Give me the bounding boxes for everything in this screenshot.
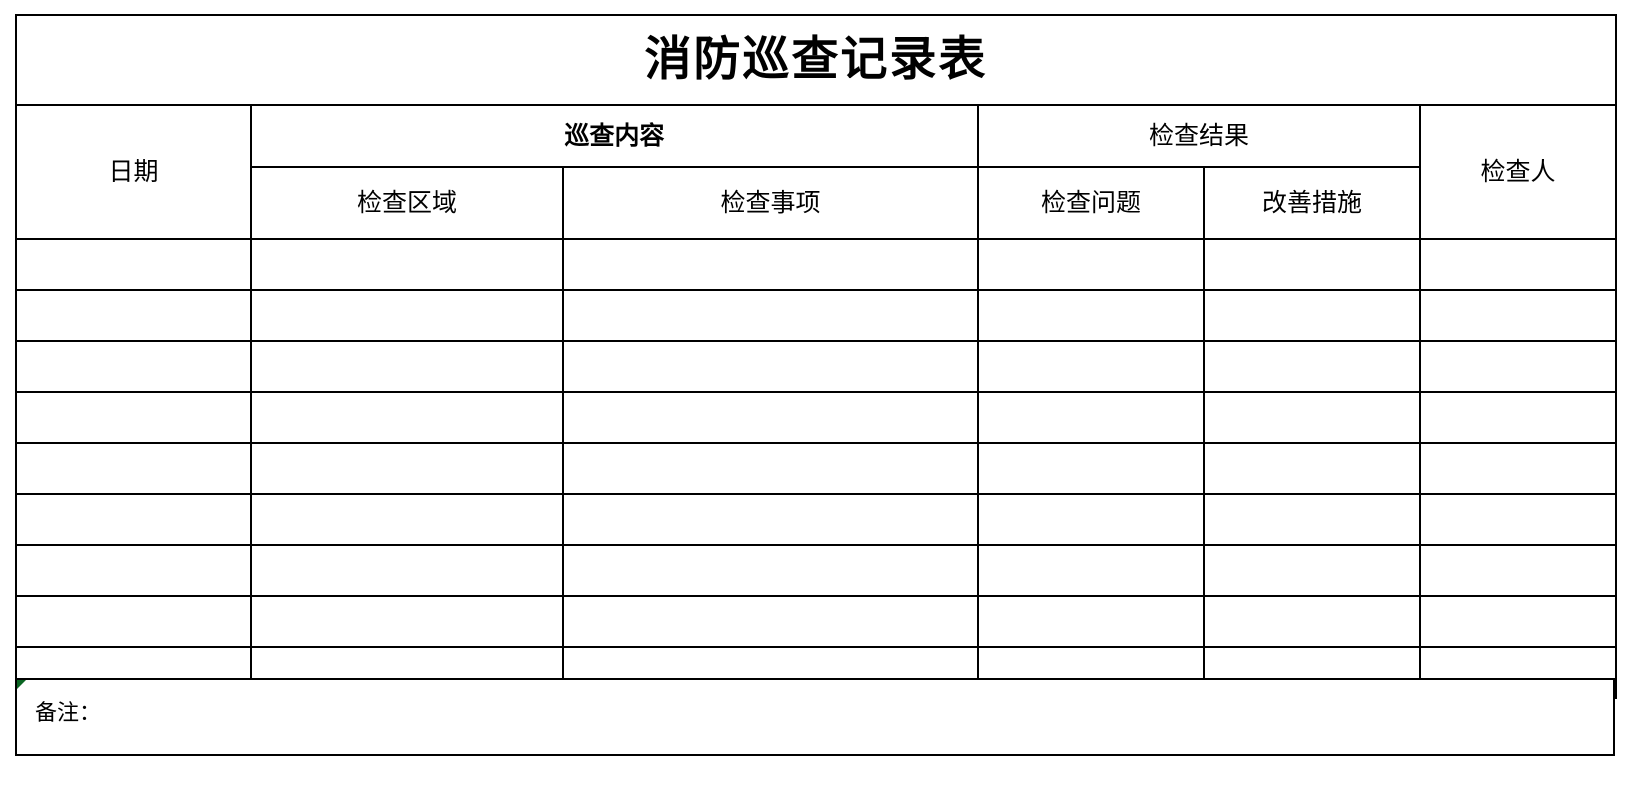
table-row <box>15 544 1617 597</box>
header-inspection-content: 巡查内容 <box>250 104 979 168</box>
cell-date[interactable] <box>15 238 252 291</box>
cell-date[interactable] <box>15 442 252 495</box>
cell-area[interactable] <box>250 289 564 342</box>
header-measure-label: 改善措施 <box>1261 189 1362 217</box>
cell-problem[interactable] <box>977 340 1205 393</box>
cell-problem[interactable] <box>977 238 1205 291</box>
cell-problem[interactable] <box>977 544 1205 597</box>
header-sub-row: 检查区域 检查事项 检查问题 改善措施 <box>16 166 1616 240</box>
remarks-cell[interactable]: 备注： <box>15 678 1615 756</box>
cell-date[interactable] <box>15 595 252 648</box>
cell-item[interactable] <box>562 544 979 597</box>
cell-person[interactable] <box>1419 340 1617 393</box>
cell-date[interactable] <box>15 544 252 597</box>
table-row <box>15 595 1617 648</box>
cell-area[interactable] <box>250 238 564 291</box>
header-group-row: 日期 巡查内容 检查结果 检查人 <box>15 104 1617 240</box>
header-item: 检查事项 <box>562 166 979 240</box>
table-row <box>15 442 1617 495</box>
cell-item[interactable] <box>562 442 979 495</box>
header-inspection-result-label: 检查结果 <box>1148 122 1249 150</box>
cell-area[interactable] <box>250 544 564 597</box>
header-measure: 改善措施 <box>1203 166 1421 240</box>
fire-inspection-record-table: 消防巡查记录表 日期 巡查内容 检查结果 检查人 <box>15 14 1617 699</box>
cell-problem[interactable] <box>977 493 1205 546</box>
table-row <box>15 493 1617 546</box>
cell-item[interactable] <box>562 289 979 342</box>
cell-area[interactable] <box>250 595 564 648</box>
table-row <box>15 391 1617 444</box>
comment-indicator-icon <box>17 680 26 689</box>
header-problem: 检查问题 <box>977 166 1205 240</box>
document-title-cell: 消防巡查记录表 <box>15 14 1617 106</box>
cell-date[interactable] <box>15 289 252 342</box>
header-area-label: 检查区域 <box>356 189 457 217</box>
cell-area[interactable] <box>250 391 564 444</box>
header-date-label: 日期 <box>108 158 159 186</box>
cell-area[interactable] <box>250 340 564 393</box>
cell-item[interactable] <box>562 391 979 444</box>
header-date: 日期 <box>15 104 252 240</box>
table-body <box>15 238 1617 699</box>
cell-problem[interactable] <box>977 391 1205 444</box>
header-inspection-content-label: 巡查内容 <box>564 122 665 150</box>
cell-measure[interactable] <box>1203 238 1421 291</box>
header-inspector: 检查人 <box>1419 104 1617 240</box>
cell-item[interactable] <box>562 595 979 648</box>
table-row <box>15 340 1617 393</box>
cell-date[interactable] <box>15 340 252 393</box>
cell-measure[interactable] <box>1203 493 1421 546</box>
cell-problem[interactable] <box>977 595 1205 648</box>
cell-person[interactable] <box>1419 238 1617 291</box>
header-problem-label: 检查问题 <box>1040 189 1141 217</box>
cell-measure[interactable] <box>1203 544 1421 597</box>
cell-person[interactable] <box>1419 493 1617 546</box>
cell-person[interactable] <box>1419 442 1617 495</box>
table-row <box>15 289 1617 342</box>
cell-area[interactable] <box>250 493 564 546</box>
cell-measure[interactable] <box>1203 442 1421 495</box>
cell-problem[interactable] <box>977 442 1205 495</box>
cell-measure[interactable] <box>1203 595 1421 648</box>
table-row <box>15 238 1617 291</box>
cell-person[interactable] <box>1419 289 1617 342</box>
cell-area[interactable] <box>250 442 564 495</box>
cell-measure[interactable] <box>1203 391 1421 444</box>
cell-item[interactable] <box>562 493 979 546</box>
cell-date[interactable] <box>15 493 252 546</box>
header-area: 检查区域 <box>250 166 564 240</box>
cell-measure[interactable] <box>1203 289 1421 342</box>
cell-person[interactable] <box>1419 595 1617 648</box>
cell-person[interactable] <box>1419 544 1617 597</box>
header-item-label: 检查事项 <box>720 189 821 217</box>
header-inspection-result: 检查结果 <box>977 104 1421 168</box>
form-table-wrapper: 消防巡查记录表 日期 巡查内容 检查结果 检查人 <box>15 14 1617 699</box>
cell-problem[interactable] <box>977 289 1205 342</box>
cell-person[interactable] <box>1419 391 1617 444</box>
remarks-label: 备注： <box>35 700 102 725</box>
page-title: 消防巡查记录表 <box>644 32 988 88</box>
header-inspector-label: 检查人 <box>1480 158 1556 186</box>
title-row: 消防巡查记录表 <box>15 14 1617 106</box>
cell-measure[interactable] <box>1203 340 1421 393</box>
cell-item[interactable] <box>562 238 979 291</box>
cell-item[interactable] <box>562 340 979 393</box>
cell-date[interactable] <box>15 391 252 444</box>
